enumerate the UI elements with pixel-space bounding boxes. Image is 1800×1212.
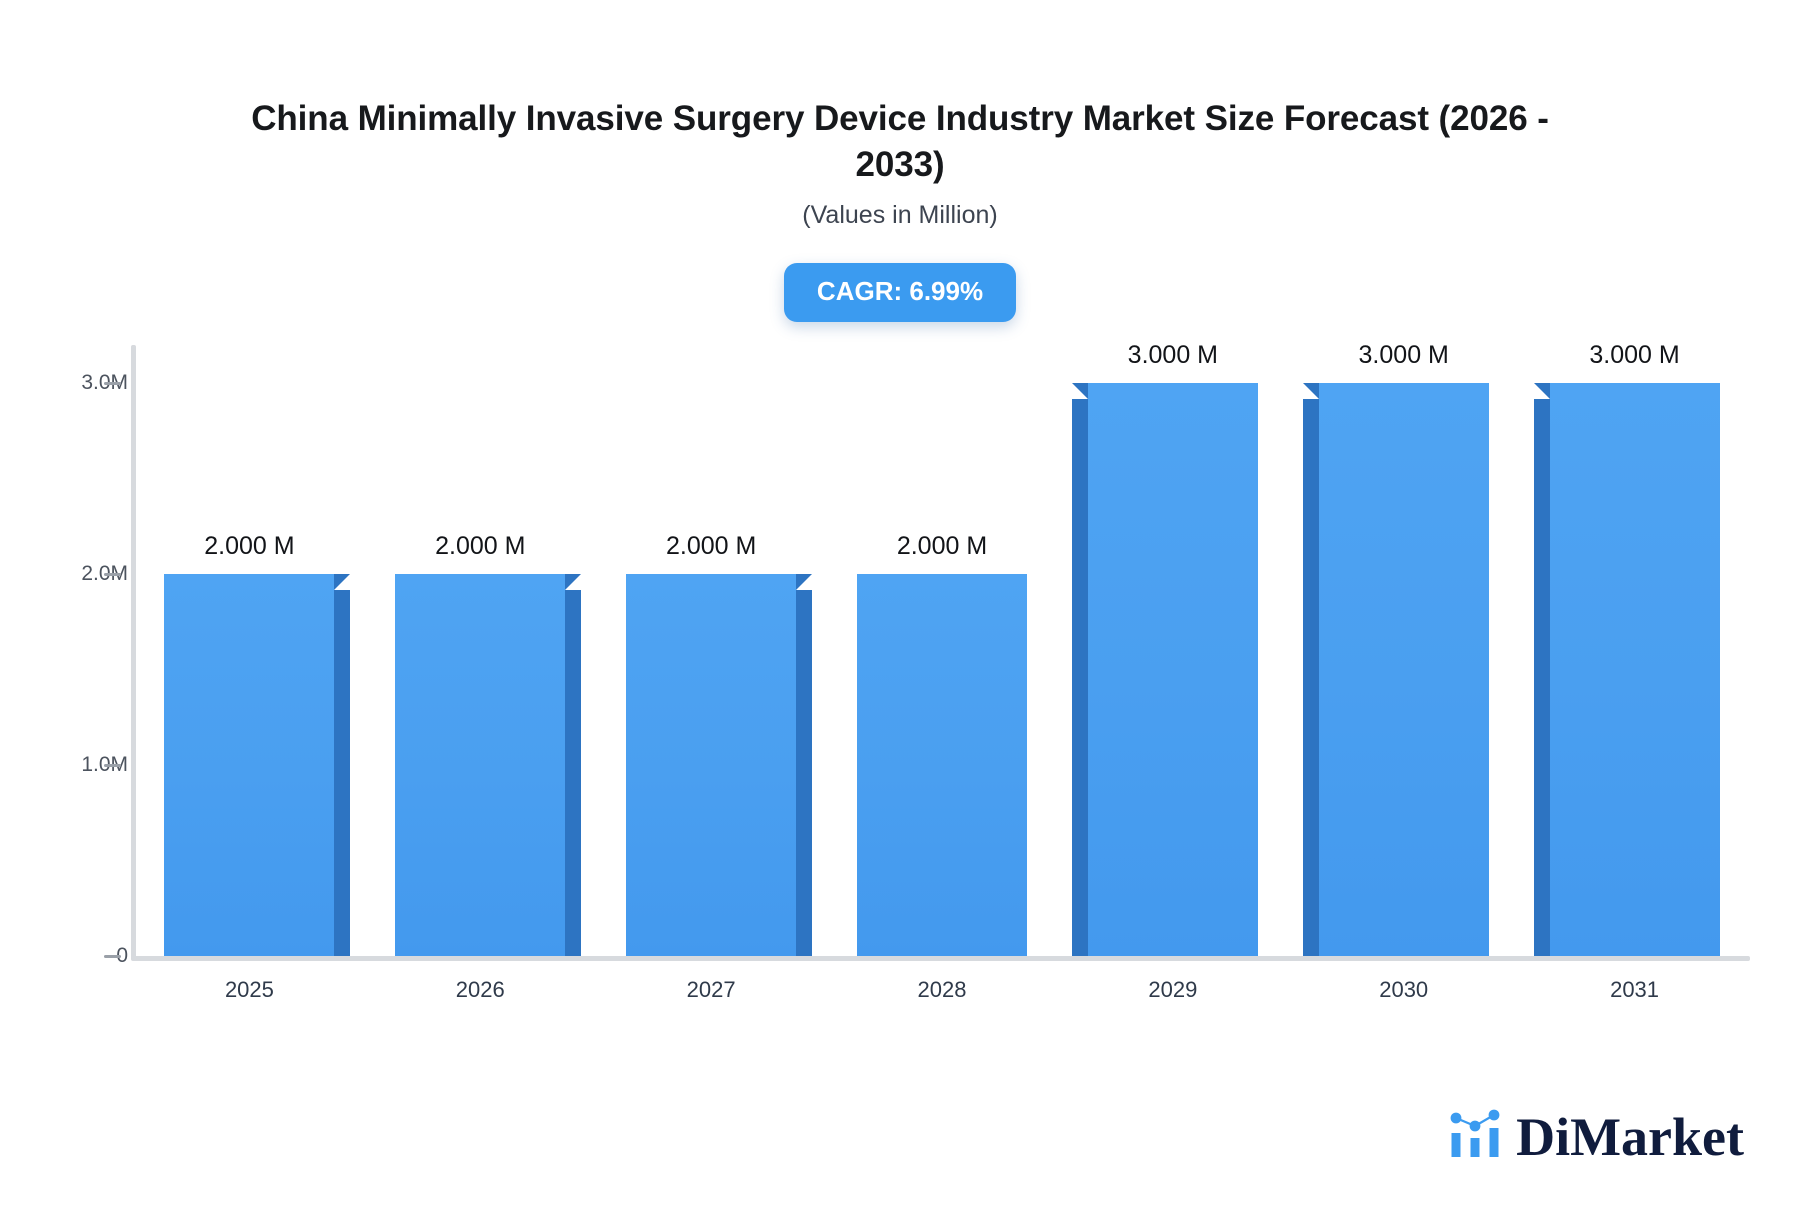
- x-axis-line: [131, 956, 1750, 961]
- chart-subtitle: (Values in Million): [802, 201, 998, 229]
- bar-side-panel: [1071, 399, 1088, 956]
- bar-front-face[interactable]: [1318, 383, 1489, 956]
- bar-value-label: 2.000 M: [896, 532, 988, 561]
- bar-side-panel: [1533, 399, 1550, 956]
- x-tick-label: 2030: [1379, 977, 1429, 1002]
- bar-front-face[interactable]: [626, 574, 797, 956]
- bar-value-label: 3.000 M: [1589, 341, 1680, 370]
- y-tick-mark: [104, 382, 121, 386]
- bar-front-face[interactable]: [857, 574, 1027, 956]
- bar-side-cap: [1302, 383, 1319, 400]
- logo-text: DiMarket: [1516, 1106, 1744, 1167]
- y-axis-line: [131, 345, 136, 959]
- bar-side-panel: [565, 590, 582, 956]
- x-tick-label: 2027: [686, 977, 736, 1002]
- bar-value-label: 2.000 M: [435, 532, 526, 561]
- y-tick-mark: [104, 955, 121, 958]
- bar-front-face[interactable]: [395, 574, 566, 956]
- bar-side-cap: [796, 574, 813, 591]
- bar-value-label: 2.000 M: [204, 532, 295, 561]
- bar-side-cap: [1071, 383, 1088, 400]
- bar-side-cap: [565, 574, 582, 591]
- chart-title: China Minimally Invasive Surgery Device …: [251, 99, 1549, 184]
- chart-header: China Minimally Invasive Surgery Device …: [120, 96, 1680, 230]
- cagr-badge[interactable]: CAGR: 6.99%: [783, 263, 1017, 322]
- cagr-badge-container: CAGR: 6.99%: [0, 263, 1800, 322]
- bar-value-label: 3.000 M: [1127, 341, 1219, 370]
- x-tick-label: 2031: [1610, 977, 1660, 1002]
- bar-side-cap: [1533, 383, 1550, 400]
- bar-front-face[interactable]: [1549, 383, 1720, 956]
- bar-side-panel: [1302, 399, 1319, 956]
- y-tick-mark: [104, 764, 121, 768]
- bar-side-cap: [334, 574, 351, 591]
- bar-side-panel: [796, 590, 813, 956]
- bar-chart-icon: [1449, 1109, 1505, 1164]
- dimarket-logo: DiMarket: [1449, 1109, 1744, 1164]
- bar-front-face[interactable]: [1087, 383, 1258, 956]
- bar-value-label: 3.000 M: [1358, 341, 1449, 370]
- y-tick-mark: [104, 573, 121, 577]
- x-tick-label: 2026: [455, 977, 505, 1002]
- x-tick-label: 2025: [224, 977, 274, 1002]
- bar-side-panel: [334, 590, 351, 956]
- x-tick-label: 2029: [1148, 977, 1198, 1002]
- bar-value-label: 2.000 M: [665, 532, 757, 561]
- x-tick-label: 2028: [917, 977, 967, 1002]
- y-tick-label: 0: [116, 944, 128, 967]
- bar-front-face[interactable]: [164, 574, 335, 956]
